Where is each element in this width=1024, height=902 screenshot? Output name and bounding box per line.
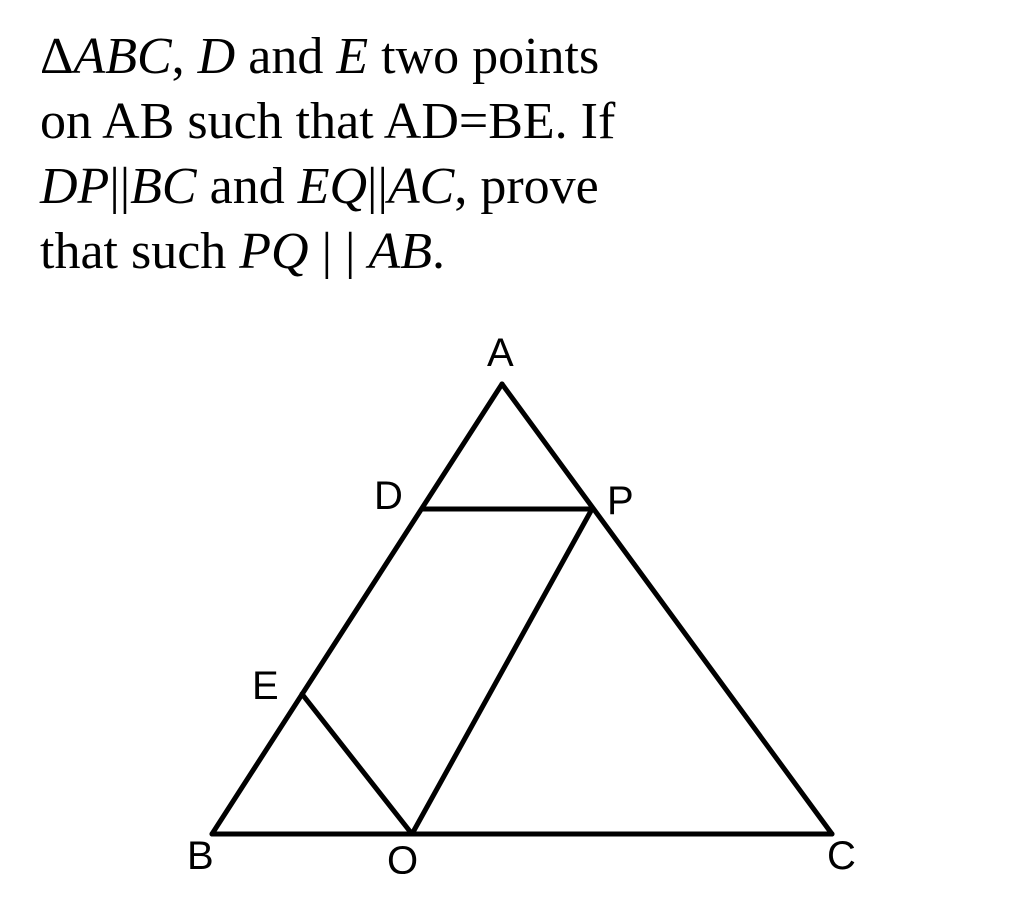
edge-pq [412, 509, 592, 834]
vertex-label-b: B [187, 834, 214, 874]
vertex-label-q: Q [387, 839, 418, 874]
point-e: E [336, 28, 368, 85]
line-1: ΔABC, D and E two points [40, 24, 984, 89]
line3-tail: , prove [454, 158, 598, 215]
comma: , [172, 28, 198, 85]
vertex-label-c: C [827, 834, 856, 874]
vertex-label-p: P [607, 479, 634, 523]
parallel-2: || [367, 158, 388, 215]
delta-symbol: Δ [40, 28, 73, 85]
triangle-diagram: A B C D P E Q [132, 314, 892, 874]
line1-tail: two points [368, 28, 599, 85]
vertex-label-e: E [252, 664, 279, 708]
and-1: and [235, 28, 336, 85]
seg-pq: PQ [239, 223, 308, 280]
edge-ca [502, 384, 832, 834]
line-2: on AB such that AD=BE. If [40, 89, 984, 154]
parallel-3: | | [309, 223, 369, 280]
seg-eq: EQ [298, 158, 367, 215]
period: . [432, 223, 445, 280]
line-3: DP||BC and EQ||AC, prove [40, 154, 984, 219]
seg-dp: DP [40, 158, 109, 215]
vertex-label-a: A [487, 331, 514, 375]
tri-abc: ABC [73, 28, 171, 85]
edge-qe [302, 694, 412, 834]
line-4: that such PQ | | AB. [40, 219, 984, 284]
and-2: and [197, 158, 298, 215]
problem-statement: ΔABC, D and E two points on AB such that… [40, 24, 984, 284]
vertex-label-d: D [374, 474, 403, 518]
line2-text: on AB such that AD=BE. If [40, 93, 615, 150]
point-d: D [198, 28, 236, 85]
line4-pre: that such [40, 223, 239, 280]
seg-bc: BC [130, 158, 196, 215]
seg-ac: AC [388, 158, 454, 215]
parallel-1: || [109, 158, 130, 215]
seg-ab: AB [368, 223, 432, 280]
